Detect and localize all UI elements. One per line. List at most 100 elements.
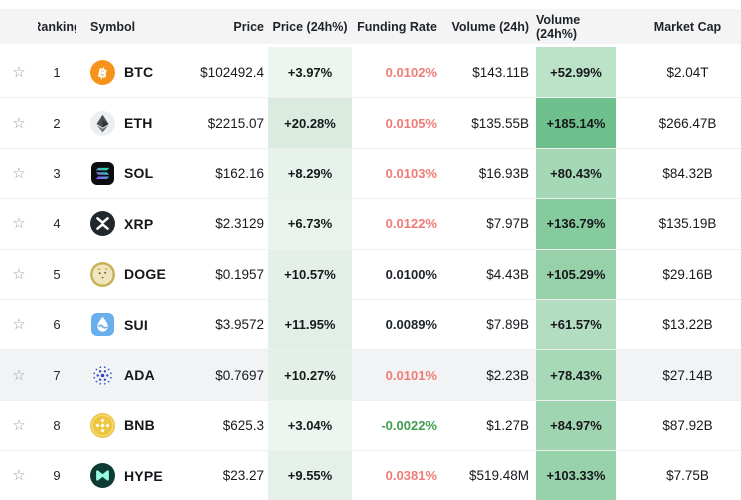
volume-change-24h-value: +80.43% xyxy=(536,148,616,199)
funding-rate-cell: 0.0122% xyxy=(352,199,439,248)
favorite-cell: ☆ xyxy=(0,47,38,97)
favorite-cell: ☆ xyxy=(0,300,38,349)
favorite-star-icon[interactable]: ☆ xyxy=(12,214,26,233)
price-change-24h-value: +3.04% xyxy=(268,400,352,451)
symbol-cell[interactable]: ฿ BTC xyxy=(76,47,196,97)
column-header-ranking[interactable]: Ranking xyxy=(38,19,76,34)
column-header-price[interactable]: Price xyxy=(233,19,264,34)
funding-rate-value: 0.0101% xyxy=(385,367,437,383)
price-value: $625.3 xyxy=(222,417,264,433)
favorite-star-icon[interactable]: ☆ xyxy=(12,315,26,334)
btc-coin-icon: ฿ xyxy=(90,59,115,85)
table-row[interactable]: ☆ 8 BNB $625.3 +3.04% -0.0022% $1.27B +8… xyxy=(0,399,741,451)
favorite-star-icon[interactable]: ☆ xyxy=(12,466,26,485)
symbol-label: ETH xyxy=(124,115,153,132)
column-header-funding-rate[interactable]: Funding Rate xyxy=(357,19,437,34)
xrp-coin-icon xyxy=(90,211,115,237)
volume-change-24h-value: +105.29% xyxy=(536,249,616,299)
doge-coin-icon xyxy=(90,261,115,287)
symbol-label: DOGE xyxy=(124,266,167,283)
table-row[interactable]: ☆ 5 DOGE $0.1957 +10.57% 0.0100% $4.43B … xyxy=(0,248,741,299)
favorite-cell: ☆ xyxy=(0,401,38,450)
volume-24h-value: $16.93B xyxy=(478,165,529,181)
column-header-volume-24h[interactable]: Volume (24h) xyxy=(451,19,529,34)
symbol-cell[interactable]: BNB xyxy=(76,401,196,450)
symbol-cell[interactable]: ETH xyxy=(76,98,196,147)
favorite-cell: ☆ xyxy=(0,451,38,500)
price-change-24h-value: +3.97% xyxy=(268,47,352,98)
symbol-cell[interactable]: XRP xyxy=(76,199,196,248)
price-value: $2215.07 xyxy=(207,115,264,131)
price-value: $23.27 xyxy=(222,468,264,484)
table-header: Ranking Symbol Price Price (24h%) Fundin… xyxy=(0,9,741,44)
favorite-star-icon[interactable]: ☆ xyxy=(12,415,26,434)
bnb-coin-icon xyxy=(90,412,115,438)
market-cap-value: $2.04T xyxy=(666,64,709,80)
symbol-cell[interactable]: HYPE xyxy=(76,451,196,500)
volume-change-24h-value: +61.57% xyxy=(536,299,616,350)
table-row[interactable]: ☆ 4 XRP $2.3129 +6.73% 0.0122% $7.97B +1… xyxy=(0,198,741,249)
volume-24h-value: $7.97B xyxy=(486,216,529,232)
symbol-label: SUI xyxy=(124,316,148,333)
table-row[interactable]: ☆ 2 ETH $2215.07 +20.28% 0.0105% $135.55… xyxy=(0,97,741,148)
market-cap-value: $7.75B xyxy=(666,468,709,484)
volume-change-24h-value: +78.43% xyxy=(536,350,616,400)
favorite-cell: ☆ xyxy=(0,250,38,299)
market-cap-value: $266.47B xyxy=(658,115,717,131)
table-row[interactable]: ☆ 6 SUI $3.9572 +11.95% 0.0089% $7.89B +… xyxy=(0,298,741,350)
favorite-star-icon[interactable]: ☆ xyxy=(12,113,26,132)
funding-rate-cell: 0.0100% xyxy=(352,250,439,299)
column-header-market-cap[interactable]: Market Cap xyxy=(653,19,722,34)
volume-24h-value: $1.27B xyxy=(486,417,529,433)
market-cap-value: $29.16B xyxy=(662,266,713,282)
volume-change-24h-value: +103.33% xyxy=(536,451,616,500)
symbol-cell[interactable]: DOGE xyxy=(76,250,196,299)
table-body: ☆ 1 ฿ BTC $102492.4 +3.97% 0.0102% $143.… xyxy=(0,47,741,500)
symbol-cell[interactable]: ADA xyxy=(76,350,196,399)
symbol-cell[interactable]: SUI xyxy=(76,300,196,349)
table-row[interactable]: ☆ 3 SOL $162.16 +8.29% 0.0103% $16.93B +… xyxy=(0,147,741,199)
volume-change-24h-value: +185.14% xyxy=(536,98,616,148)
column-header-symbol[interactable]: Symbol xyxy=(90,19,136,34)
table-row[interactable]: ☆ 1 ฿ BTC $102492.4 +3.97% 0.0102% $143.… xyxy=(0,47,741,98)
price-change-24h-value: +9.55% xyxy=(268,451,352,500)
price-change-24h-value: +10.57% xyxy=(268,249,352,299)
symbol-cell[interactable]: SOL xyxy=(76,149,196,198)
favorite-star-icon[interactable]: ☆ xyxy=(12,62,26,81)
favorite-cell: ☆ xyxy=(0,350,38,399)
price-change-24h-value: +8.29% xyxy=(268,148,352,199)
table-row[interactable]: ☆ 7 ADA $0.7697 +10.27% 0.0101% $2.23B +… xyxy=(0,349,741,400)
price-change-24h-value: +10.27% xyxy=(268,350,352,400)
favorite-star-icon[interactable]: ☆ xyxy=(12,365,26,384)
funding-rate-value: 0.0089% xyxy=(385,317,437,333)
price-value: $0.7697 xyxy=(215,367,264,383)
ranking-value: 7 xyxy=(53,367,61,383)
ranking-value: 9 xyxy=(53,468,61,484)
sui-coin-icon xyxy=(90,312,115,337)
symbol-label: BNB xyxy=(124,417,155,434)
price-value: $162.16 xyxy=(215,165,264,181)
price-value: $2.3129 xyxy=(215,216,264,232)
funding-rate-cell: -0.0022% xyxy=(352,401,439,450)
funding-rate-cell: 0.0103% xyxy=(352,149,439,198)
funding-rate-cell: 0.0102% xyxy=(352,47,439,97)
favorite-star-icon[interactable]: ☆ xyxy=(12,264,26,283)
table-row[interactable]: ☆ 9 HYPE $23.27 +9.55% 0.0381% $519.48M … xyxy=(0,450,741,500)
volume-change-24h-value: +84.97% xyxy=(536,400,616,451)
funding-rate-value: 0.0103% xyxy=(385,165,437,181)
ranking-value: 6 xyxy=(53,317,61,333)
volume-24h-value: $519.48M xyxy=(468,468,529,484)
market-cap-value: $84.32B xyxy=(662,165,713,181)
volume-24h-value: $4.43B xyxy=(486,266,529,282)
column-header-price-change-24h[interactable]: Price (24h%) xyxy=(272,19,348,34)
svg-text:฿: ฿ xyxy=(96,64,109,82)
favorite-star-icon[interactable]: ☆ xyxy=(12,163,26,182)
ada-coin-icon xyxy=(90,363,115,388)
volume-change-24h-value: +136.79% xyxy=(536,199,616,249)
funding-rate-cell: 0.0089% xyxy=(352,300,439,349)
price-change-24h-value: +6.73% xyxy=(268,199,352,249)
market-cap-value: $13.22B xyxy=(662,317,713,333)
column-header-volume-change-24h[interactable]: Volume (24h%) xyxy=(536,12,581,41)
favorite-cell: ☆ xyxy=(0,149,38,198)
ranking-value: 1 xyxy=(53,64,61,80)
